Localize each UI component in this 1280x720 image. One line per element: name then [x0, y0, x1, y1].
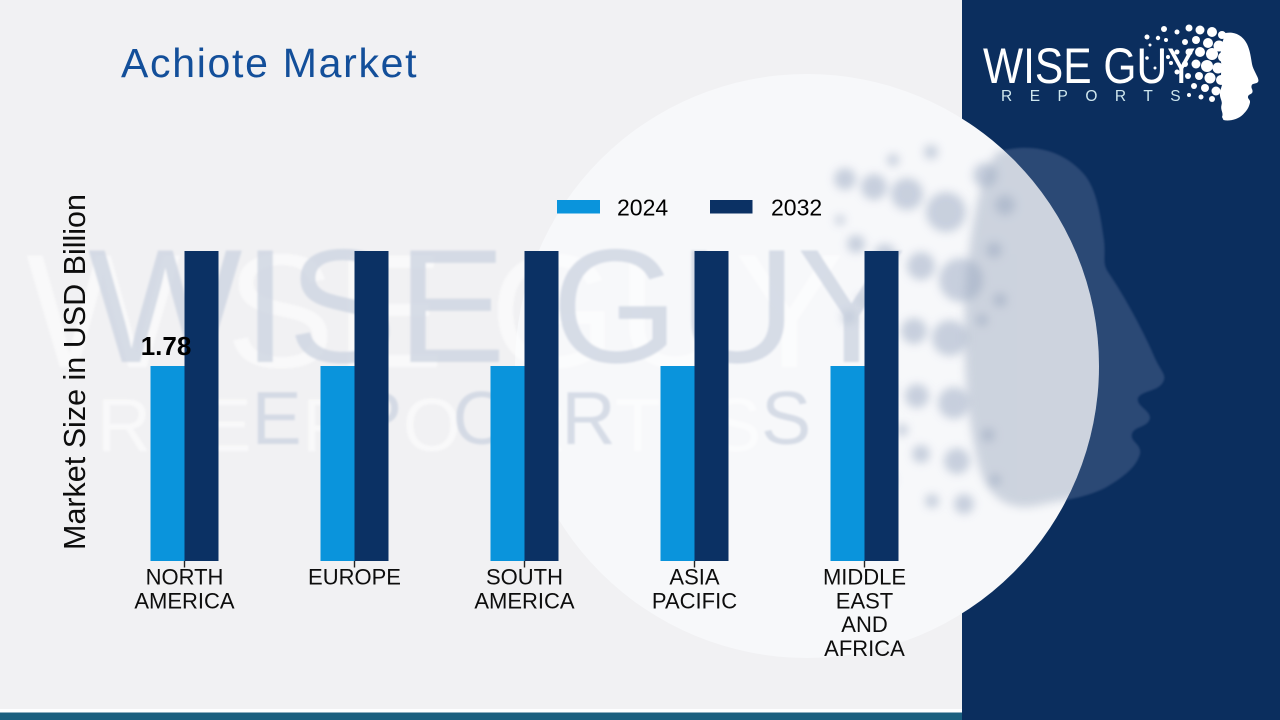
- svg-text:PACIFIC: PACIFIC: [652, 588, 737, 613]
- svg-text:NORTH: NORTH: [146, 565, 224, 590]
- svg-text:SOUTH: SOUTH: [486, 565, 563, 590]
- svg-text:Achiote Market: Achiote Market: [121, 40, 418, 86]
- svg-text:AMERICA: AMERICA: [134, 588, 235, 613]
- svg-text:AND: AND: [841, 612, 887, 637]
- svg-text:ASIA: ASIA: [669, 565, 719, 590]
- svg-text:WISE GUY: WISE GUY: [983, 38, 1195, 94]
- svg-text:2024: 2024: [617, 195, 668, 221]
- svg-text:EUROPE: EUROPE: [308, 565, 401, 590]
- svg-text:EAST: EAST: [836, 588, 893, 613]
- svg-text:AMERICA: AMERICA: [474, 588, 575, 613]
- svg-text:REPORTS: REPORTS: [1001, 88, 1198, 105]
- svg-text:MIDDLE: MIDDLE: [823, 565, 906, 590]
- svg-text:Market Size in USD Billion: Market Size in USD Billion: [58, 194, 92, 550]
- svg-text:1.78: 1.78: [141, 331, 192, 361]
- svg-text:AFRICA: AFRICA: [824, 636, 905, 661]
- svg-text:2032: 2032: [771, 195, 822, 221]
